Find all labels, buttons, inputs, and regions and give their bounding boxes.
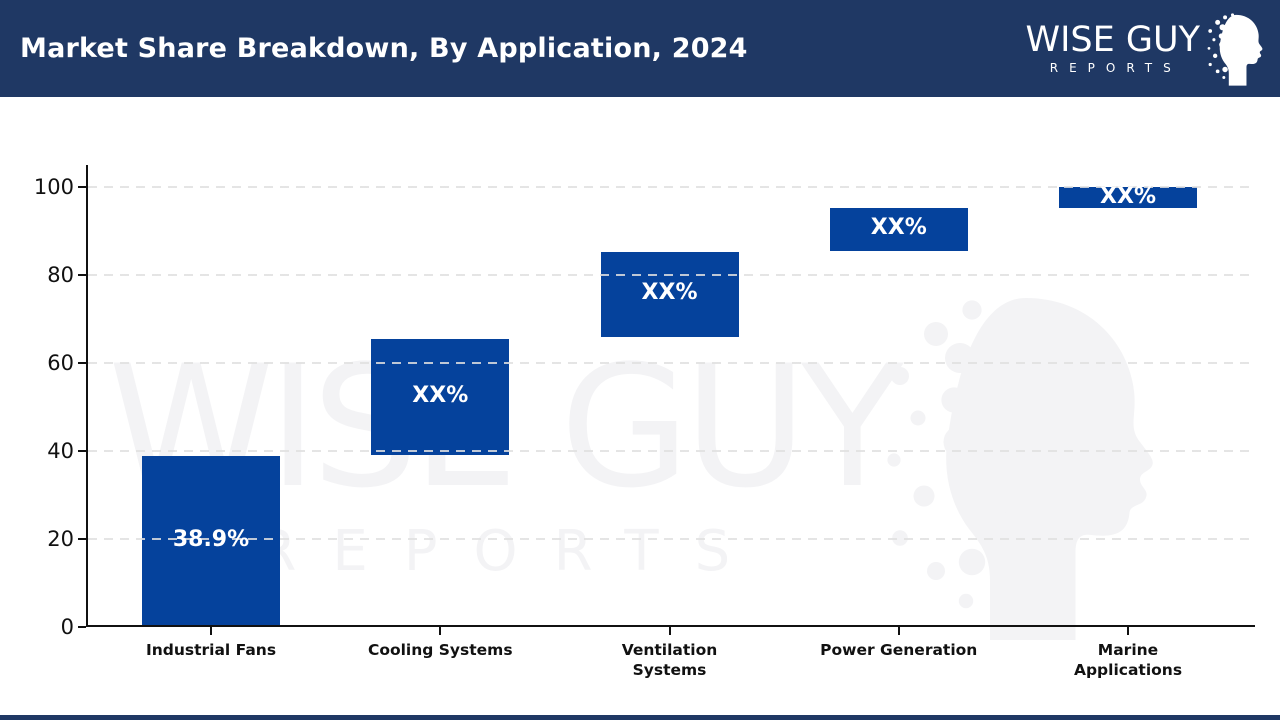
x-axis-line bbox=[86, 625, 1255, 627]
logo-text: WISE GUY REPORTS bbox=[1025, 19, 1200, 75]
gridline-80 bbox=[88, 274, 1253, 276]
y-tick-label-40: 40 bbox=[47, 439, 74, 463]
footer-strip bbox=[0, 715, 1280, 720]
y-tick-label-100: 100 bbox=[33, 175, 74, 199]
y-tick-label-0: 0 bbox=[60, 615, 74, 639]
bar-value-label: XX% bbox=[1100, 183, 1156, 209]
y-tick-label-60: 60 bbox=[47, 351, 74, 375]
watermark-face-icon bbox=[887, 298, 1153, 640]
y-tick-60 bbox=[78, 362, 86, 364]
x-tick-2 bbox=[668, 627, 671, 635]
x-tick-3 bbox=[897, 627, 900, 635]
y-tick-label-80: 80 bbox=[47, 263, 74, 287]
y-tick-40 bbox=[78, 450, 86, 452]
bar-value-label: XX% bbox=[870, 215, 927, 241]
watermark-subtitle: REPORTS bbox=[257, 518, 767, 584]
x-tick-0 bbox=[210, 627, 212, 635]
page-title: Market Share Breakdown, By Application, … bbox=[20, 33, 748, 64]
bar-power-generation bbox=[829, 208, 968, 251]
y-tick-label-20: 20 bbox=[47, 527, 74, 551]
y-tick-20 bbox=[78, 538, 86, 540]
bar-value-label: XX% bbox=[641, 280, 698, 306]
wise-guy-reports-logo: WISE GUY REPORTS bbox=[1025, 12, 1266, 86]
x-category-label: Ventilation Systems bbox=[621, 641, 718, 680]
plot-area: WISE GUY REPORTS 0 20 40 60 80 100 38.9% bbox=[0, 97, 1280, 715]
x-category-label: Cooling Systems bbox=[367, 641, 513, 659]
y-tick-100 bbox=[78, 186, 86, 188]
logo-subtitle: REPORTS bbox=[1049, 60, 1182, 75]
x-category-label: Industrial Fans bbox=[145, 641, 277, 659]
bar-ventilation-systems bbox=[600, 251, 739, 337]
x-category-label: Power Generation bbox=[820, 641, 978, 659]
bar-value-label: 38.9% bbox=[172, 527, 250, 553]
header-bar: Market Share Breakdown, By Application, … bbox=[0, 0, 1280, 97]
gridline-60 bbox=[88, 362, 1253, 364]
bar-marine-applications bbox=[1059, 187, 1197, 209]
dotted-face-icon bbox=[1207, 12, 1263, 86]
logo-wordmark: WISE GUY bbox=[1025, 19, 1200, 60]
bar-industrial-fans bbox=[142, 455, 280, 627]
bar-value-label: XX% bbox=[412, 383, 469, 409]
y-tick-0 bbox=[78, 626, 86, 628]
gridline-40 bbox=[88, 450, 1253, 452]
y-tick-80 bbox=[78, 274, 86, 276]
y-axis-line bbox=[86, 165, 88, 627]
gridline-20 bbox=[88, 538, 1253, 540]
bar-cooling-systems bbox=[371, 338, 510, 456]
x-category-label: Marine Applications bbox=[1073, 641, 1183, 680]
gridline-100 bbox=[88, 186, 1253, 188]
x-tick-4 bbox=[1127, 627, 1129, 635]
x-tick-1 bbox=[439, 627, 442, 635]
